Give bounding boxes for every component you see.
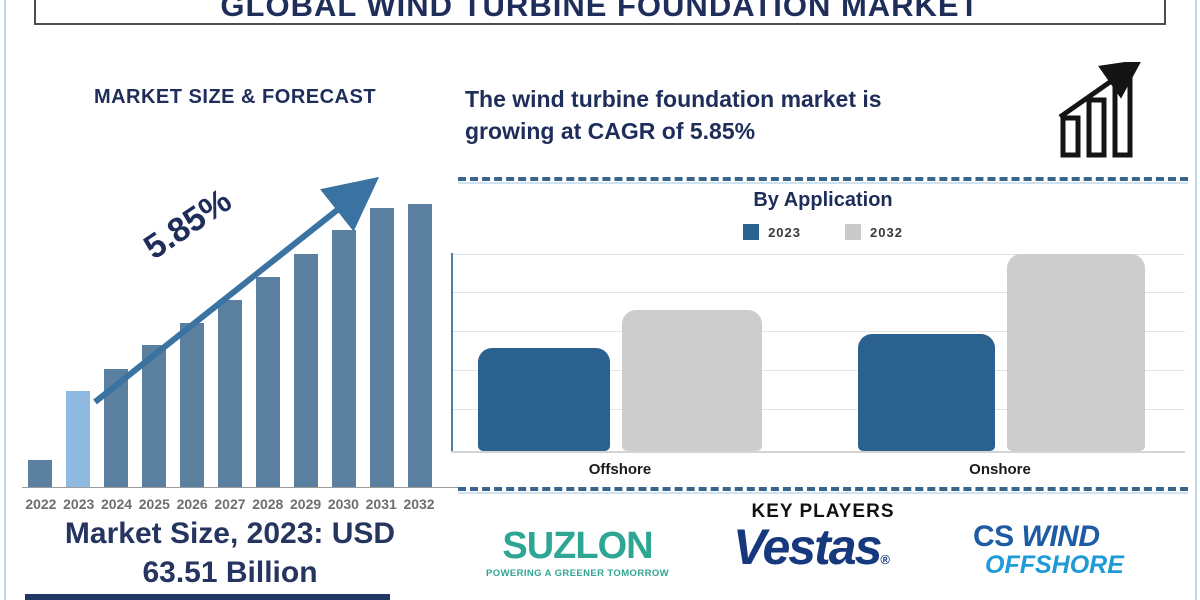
market-size-line1: Market Size, 2023: USD xyxy=(64,517,396,550)
category-label-offshore: Offshore xyxy=(588,461,652,478)
bar-2031 xyxy=(370,208,394,487)
year-tick: 2022 xyxy=(25,496,57,512)
bar-offshore-2023 xyxy=(478,348,610,451)
suzlon-logo: SUZLON POWERING A GREENER TOMORROW xyxy=(480,527,675,579)
market-size-line2: 63.51 Billion xyxy=(142,556,318,589)
x-axis-line xyxy=(451,451,1185,453)
year-tick: 2027 xyxy=(214,496,246,512)
dashed-separator-top xyxy=(458,177,1188,184)
year-tick: 2030 xyxy=(327,496,359,512)
legend-item-2032: 2032 xyxy=(845,224,903,240)
year-tick: 2023 xyxy=(63,496,95,512)
year-tick: 2029 xyxy=(290,496,322,512)
gridline xyxy=(451,370,1185,371)
year-tick: 2025 xyxy=(138,496,170,512)
cagr-statement: The wind turbine foundation market is gr… xyxy=(465,83,1035,147)
trend-arrow-icon xyxy=(93,176,380,405)
by-application-legend: 2023 2032 xyxy=(458,224,1188,240)
cs-wind-offshore-logo: CS WIND OFFSHORE xyxy=(973,522,1163,579)
vestas-wordmark: Vestas xyxy=(733,519,882,575)
page-title: GLOBAL WIND TURBINE FOUNDATION MARKET xyxy=(220,0,980,23)
bar-offshore-2032 xyxy=(622,310,762,451)
bar-onshore-2023 xyxy=(858,334,995,451)
y-axis-line xyxy=(451,253,453,451)
legend-item-2023: 2023 xyxy=(743,224,801,240)
left-chart-year-axis: 2022 2023 2024 2025 2026 2027 2028 2029 … xyxy=(22,496,438,512)
legend-swatch-2032 xyxy=(845,224,861,240)
bar-2026 xyxy=(180,323,204,487)
by-application-title: By Application xyxy=(753,189,893,211)
cs-wind-wordmark: CS WIND xyxy=(973,522,1163,552)
legend-swatch-2023 xyxy=(743,224,760,240)
left-chart-heading: MARKET SIZE & FORECAST xyxy=(93,86,377,108)
legend-label-2023: 2023 xyxy=(768,224,801,240)
market-size-callout: Market Size, 2023: USD 63.51 Billion xyxy=(18,514,442,592)
market-forecast-bar-chart xyxy=(28,180,432,487)
dashed-separator-bottom xyxy=(458,487,1188,494)
category-label-onshore: Onshore xyxy=(969,461,1031,478)
suzlon-wordmark: SUZLON xyxy=(502,525,653,567)
bar-2027 xyxy=(218,300,242,487)
legend-label-2032: 2032 xyxy=(870,224,903,240)
key-players-heading: KEY PLAYERS xyxy=(751,501,895,522)
gridline xyxy=(451,409,1185,410)
gridline xyxy=(451,331,1185,332)
bar-2023 xyxy=(66,391,90,487)
year-tick: 2028 xyxy=(252,496,284,512)
gridline xyxy=(451,254,1185,255)
bar-2030 xyxy=(332,230,356,487)
cs-part: CS xyxy=(973,520,1022,553)
offshore-wordmark: OFFSHORE xyxy=(985,551,1124,579)
growth-chart-icon xyxy=(1058,62,1143,158)
year-tick: 2031 xyxy=(365,496,397,512)
bar-2022 xyxy=(28,460,52,487)
bar-2032 xyxy=(408,204,432,487)
cagr-statement-line2: growing at CAGR of 5.85% xyxy=(465,118,756,144)
frame-border-left xyxy=(4,0,6,600)
wind-part: WIND xyxy=(1021,520,1100,553)
bar-onshore-2032 xyxy=(1007,254,1145,451)
cagr-statement-line1: The wind turbine foundation market is xyxy=(465,86,882,112)
frame-border-right xyxy=(1195,0,1197,600)
year-tick: 2024 xyxy=(100,496,133,512)
bottom-accent-bar xyxy=(25,594,390,600)
vestas-logo: Vestas® xyxy=(733,522,890,585)
bar-2028 xyxy=(256,277,280,487)
by-application-bar-chart: Offshore Onshore xyxy=(451,250,1185,478)
year-tick: 2032 xyxy=(403,496,435,512)
bar-2025 xyxy=(142,345,166,487)
bar-2029 xyxy=(294,254,318,487)
registered-trademark-icon: ® xyxy=(880,552,890,567)
gridline xyxy=(451,292,1185,293)
year-tick: 2026 xyxy=(176,496,208,512)
suzlon-tagline: POWERING A GREENER TOMORROW xyxy=(485,568,670,579)
left-chart-baseline xyxy=(22,487,458,488)
title-box: GLOBAL WIND TURBINE FOUNDATION MARKET xyxy=(34,0,1166,25)
